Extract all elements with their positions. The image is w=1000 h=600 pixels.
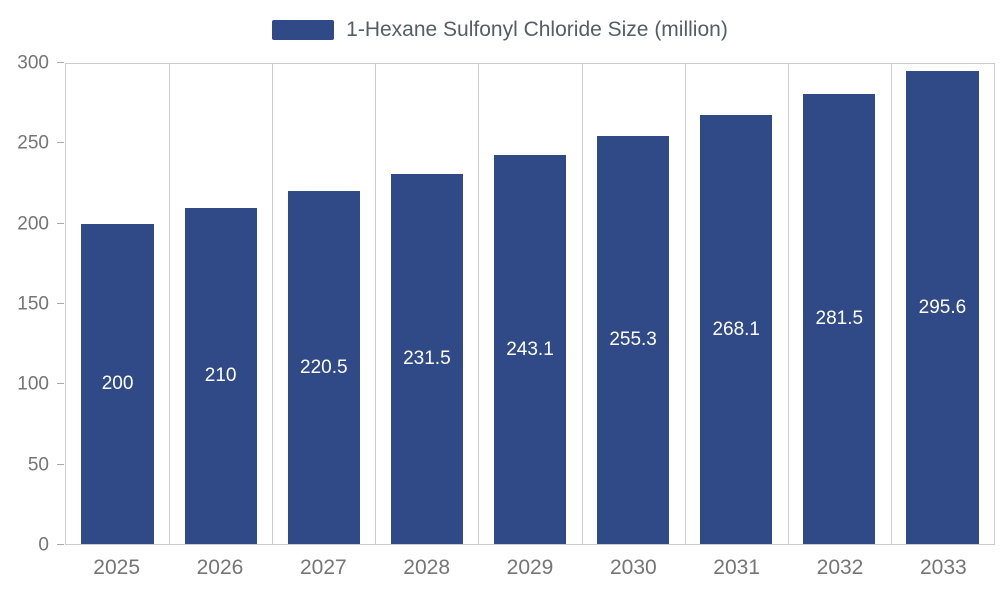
- y-axis-label: 100: [17, 373, 49, 395]
- bar-value-label: 231.5: [403, 347, 451, 369]
- legend-label: 1-Hexane Sulfonyl Chloride Size (million…: [346, 18, 728, 41]
- bar-value-label: 255.3: [609, 328, 657, 350]
- bar-value-label: 268.1: [712, 318, 760, 340]
- y-axis-tick: [57, 142, 64, 144]
- bar-2031[interactable]: 268.1: [700, 115, 773, 544]
- gridline: [684, 64, 686, 544]
- y-axis-tick: [57, 222, 64, 224]
- bar-2026[interactable]: 210: [184, 208, 257, 544]
- legend-item[interactable]: 1-Hexane Sulfonyl Chloride Size (million…: [0, 16, 1000, 44]
- x-axis-label: 2027: [299, 556, 347, 579]
- legend-swatch-icon: [272, 20, 335, 40]
- x-axis-label: 2029: [506, 556, 554, 579]
- gridline: [375, 64, 377, 544]
- y-axis-tick: [57, 463, 64, 465]
- gridline: [169, 64, 171, 544]
- bar-value-label: 281.5: [815, 307, 864, 329]
- y-axis-label: 0: [38, 534, 49, 556]
- x-axis: 2025 2026 2027 2028 2029 2030 2031 2032 2033: [65, 553, 995, 583]
- bar-value-label: 295.6: [918, 296, 967, 318]
- gridline: [272, 64, 274, 544]
- plot-area: 200 210 220.5 231.5 243.1 255.3 268.1 281.5 295.…: [65, 63, 995, 545]
- y-axis-label: 150: [17, 293, 49, 315]
- bar-2029[interactable]: 243.1: [493, 155, 567, 544]
- gridline: [890, 64, 892, 544]
- bar-value-label: 243.1: [506, 338, 554, 360]
- y-axis-tick: [57, 62, 64, 63]
- x-axis-label: 2025: [93, 556, 141, 579]
- bar-2028[interactable]: 231.5: [390, 173, 463, 544]
- bar-2025[interactable]: 200: [81, 224, 154, 544]
- bar-2032[interactable]: 281.5: [803, 93, 876, 544]
- x-axis-label: 2032: [816, 556, 864, 579]
- x-axis-label: 2028: [403, 556, 451, 579]
- bar-value-label: 210: [204, 365, 237, 386]
- y-axis-label: 200: [17, 213, 49, 235]
- gridline: [787, 64, 789, 544]
- x-axis-label: 2026: [196, 556, 244, 579]
- x-axis-label: 2033: [919, 556, 967, 579]
- x-axis-label: 2030: [609, 556, 657, 579]
- y-axis-label: 50: [27, 454, 49, 476]
- bar-value-label: 200: [101, 373, 134, 394]
- y-axis-tick: [57, 383, 64, 385]
- bar-2027[interactable]: 220.5: [287, 191, 360, 544]
- bar-2033[interactable]: 295.6: [906, 71, 979, 544]
- y-axis-label: 300: [17, 52, 49, 74]
- gridline: [581, 64, 583, 544]
- y-axis-tick: [57, 544, 64, 545]
- y-axis-tick: [57, 303, 64, 304]
- bar-value-label: 220.5: [300, 356, 348, 378]
- bar-2030[interactable]: 255.3: [597, 135, 670, 544]
- y-axis: 0 50 100 150 200 250 300: [0, 54, 65, 555]
- gridline: [478, 64, 480, 544]
- x-axis-label: 2031: [713, 556, 761, 579]
- y-axis-label: 250: [17, 132, 49, 154]
